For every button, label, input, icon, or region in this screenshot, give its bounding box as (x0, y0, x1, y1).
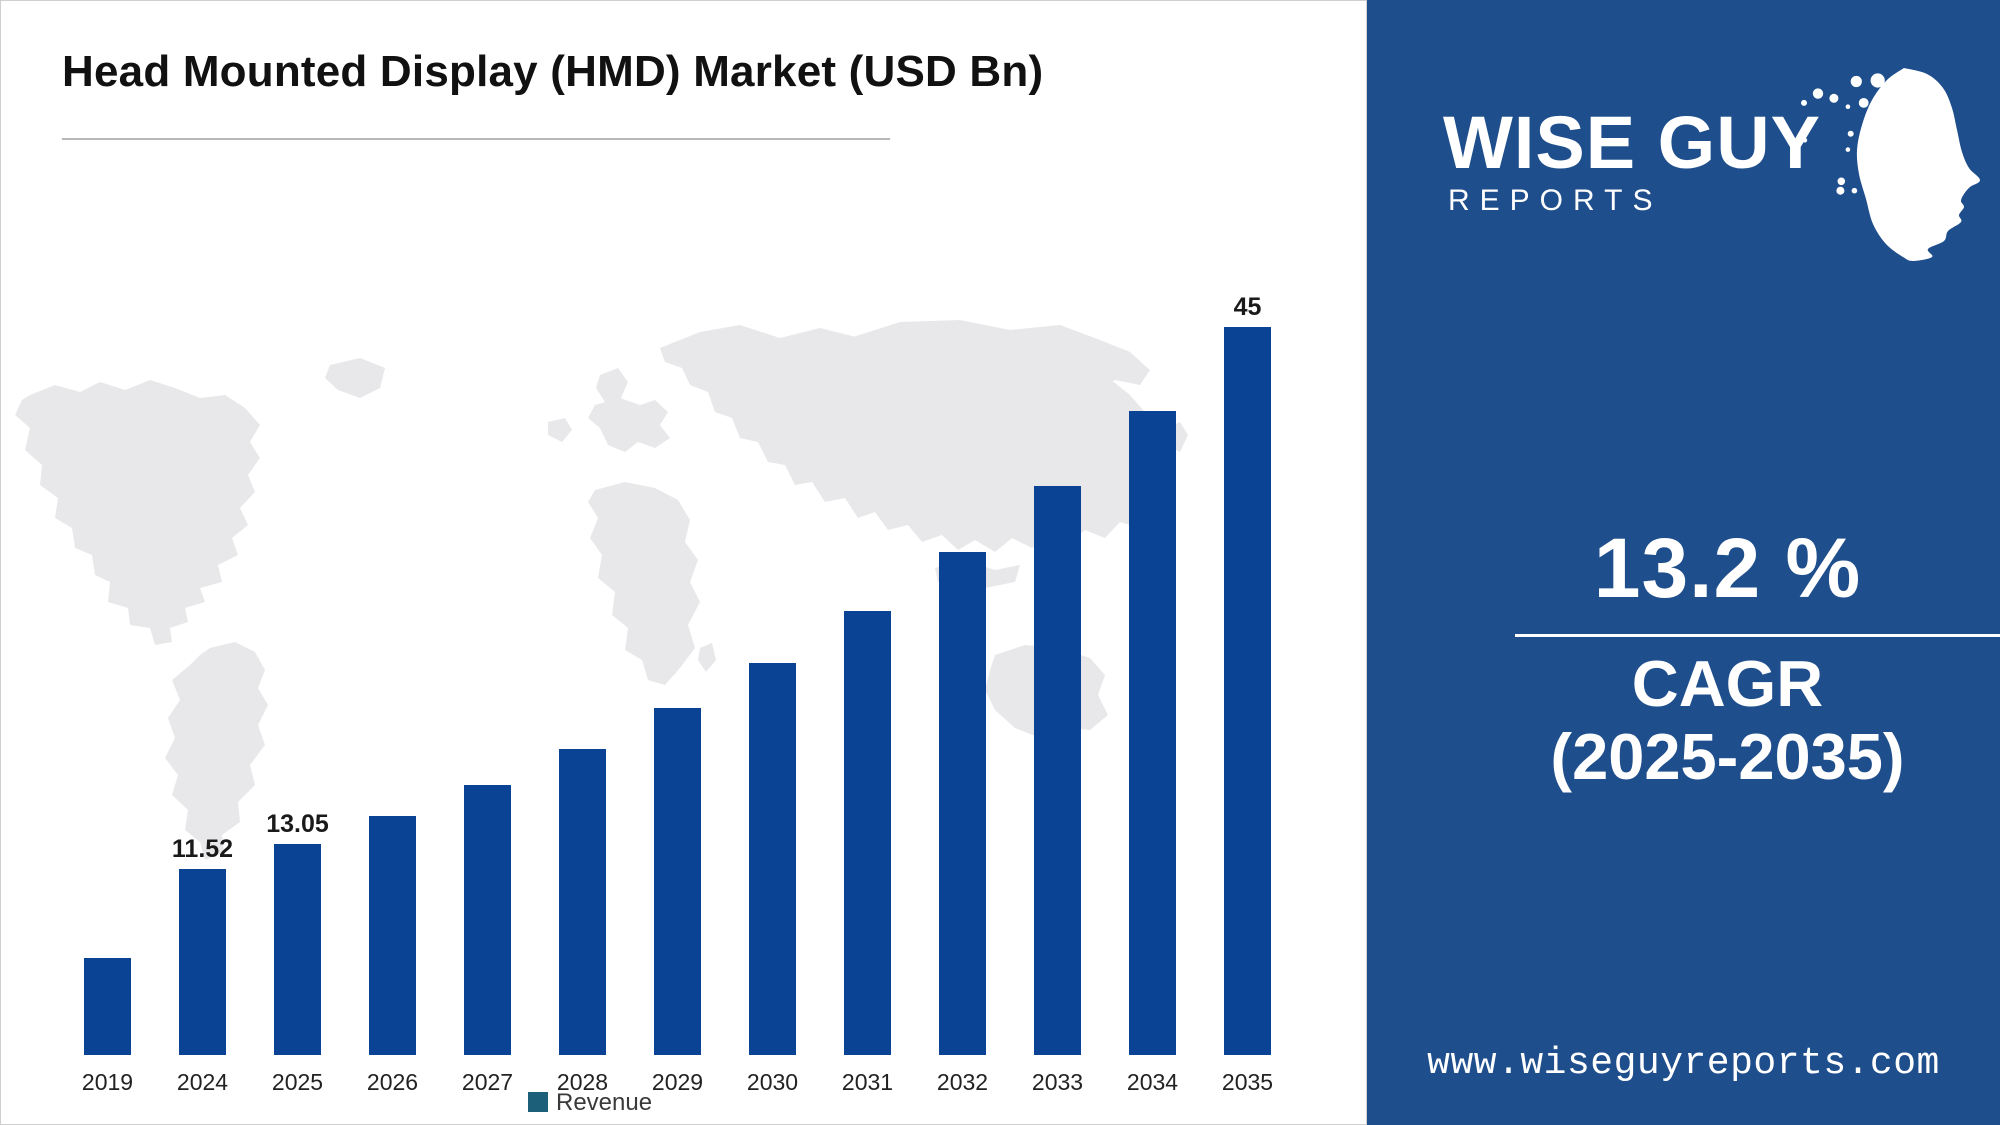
svg-text:REPORTS: REPORTS (1448, 184, 1662, 217)
svg-text:WISE GUY: WISE GUY (1443, 101, 1821, 184)
